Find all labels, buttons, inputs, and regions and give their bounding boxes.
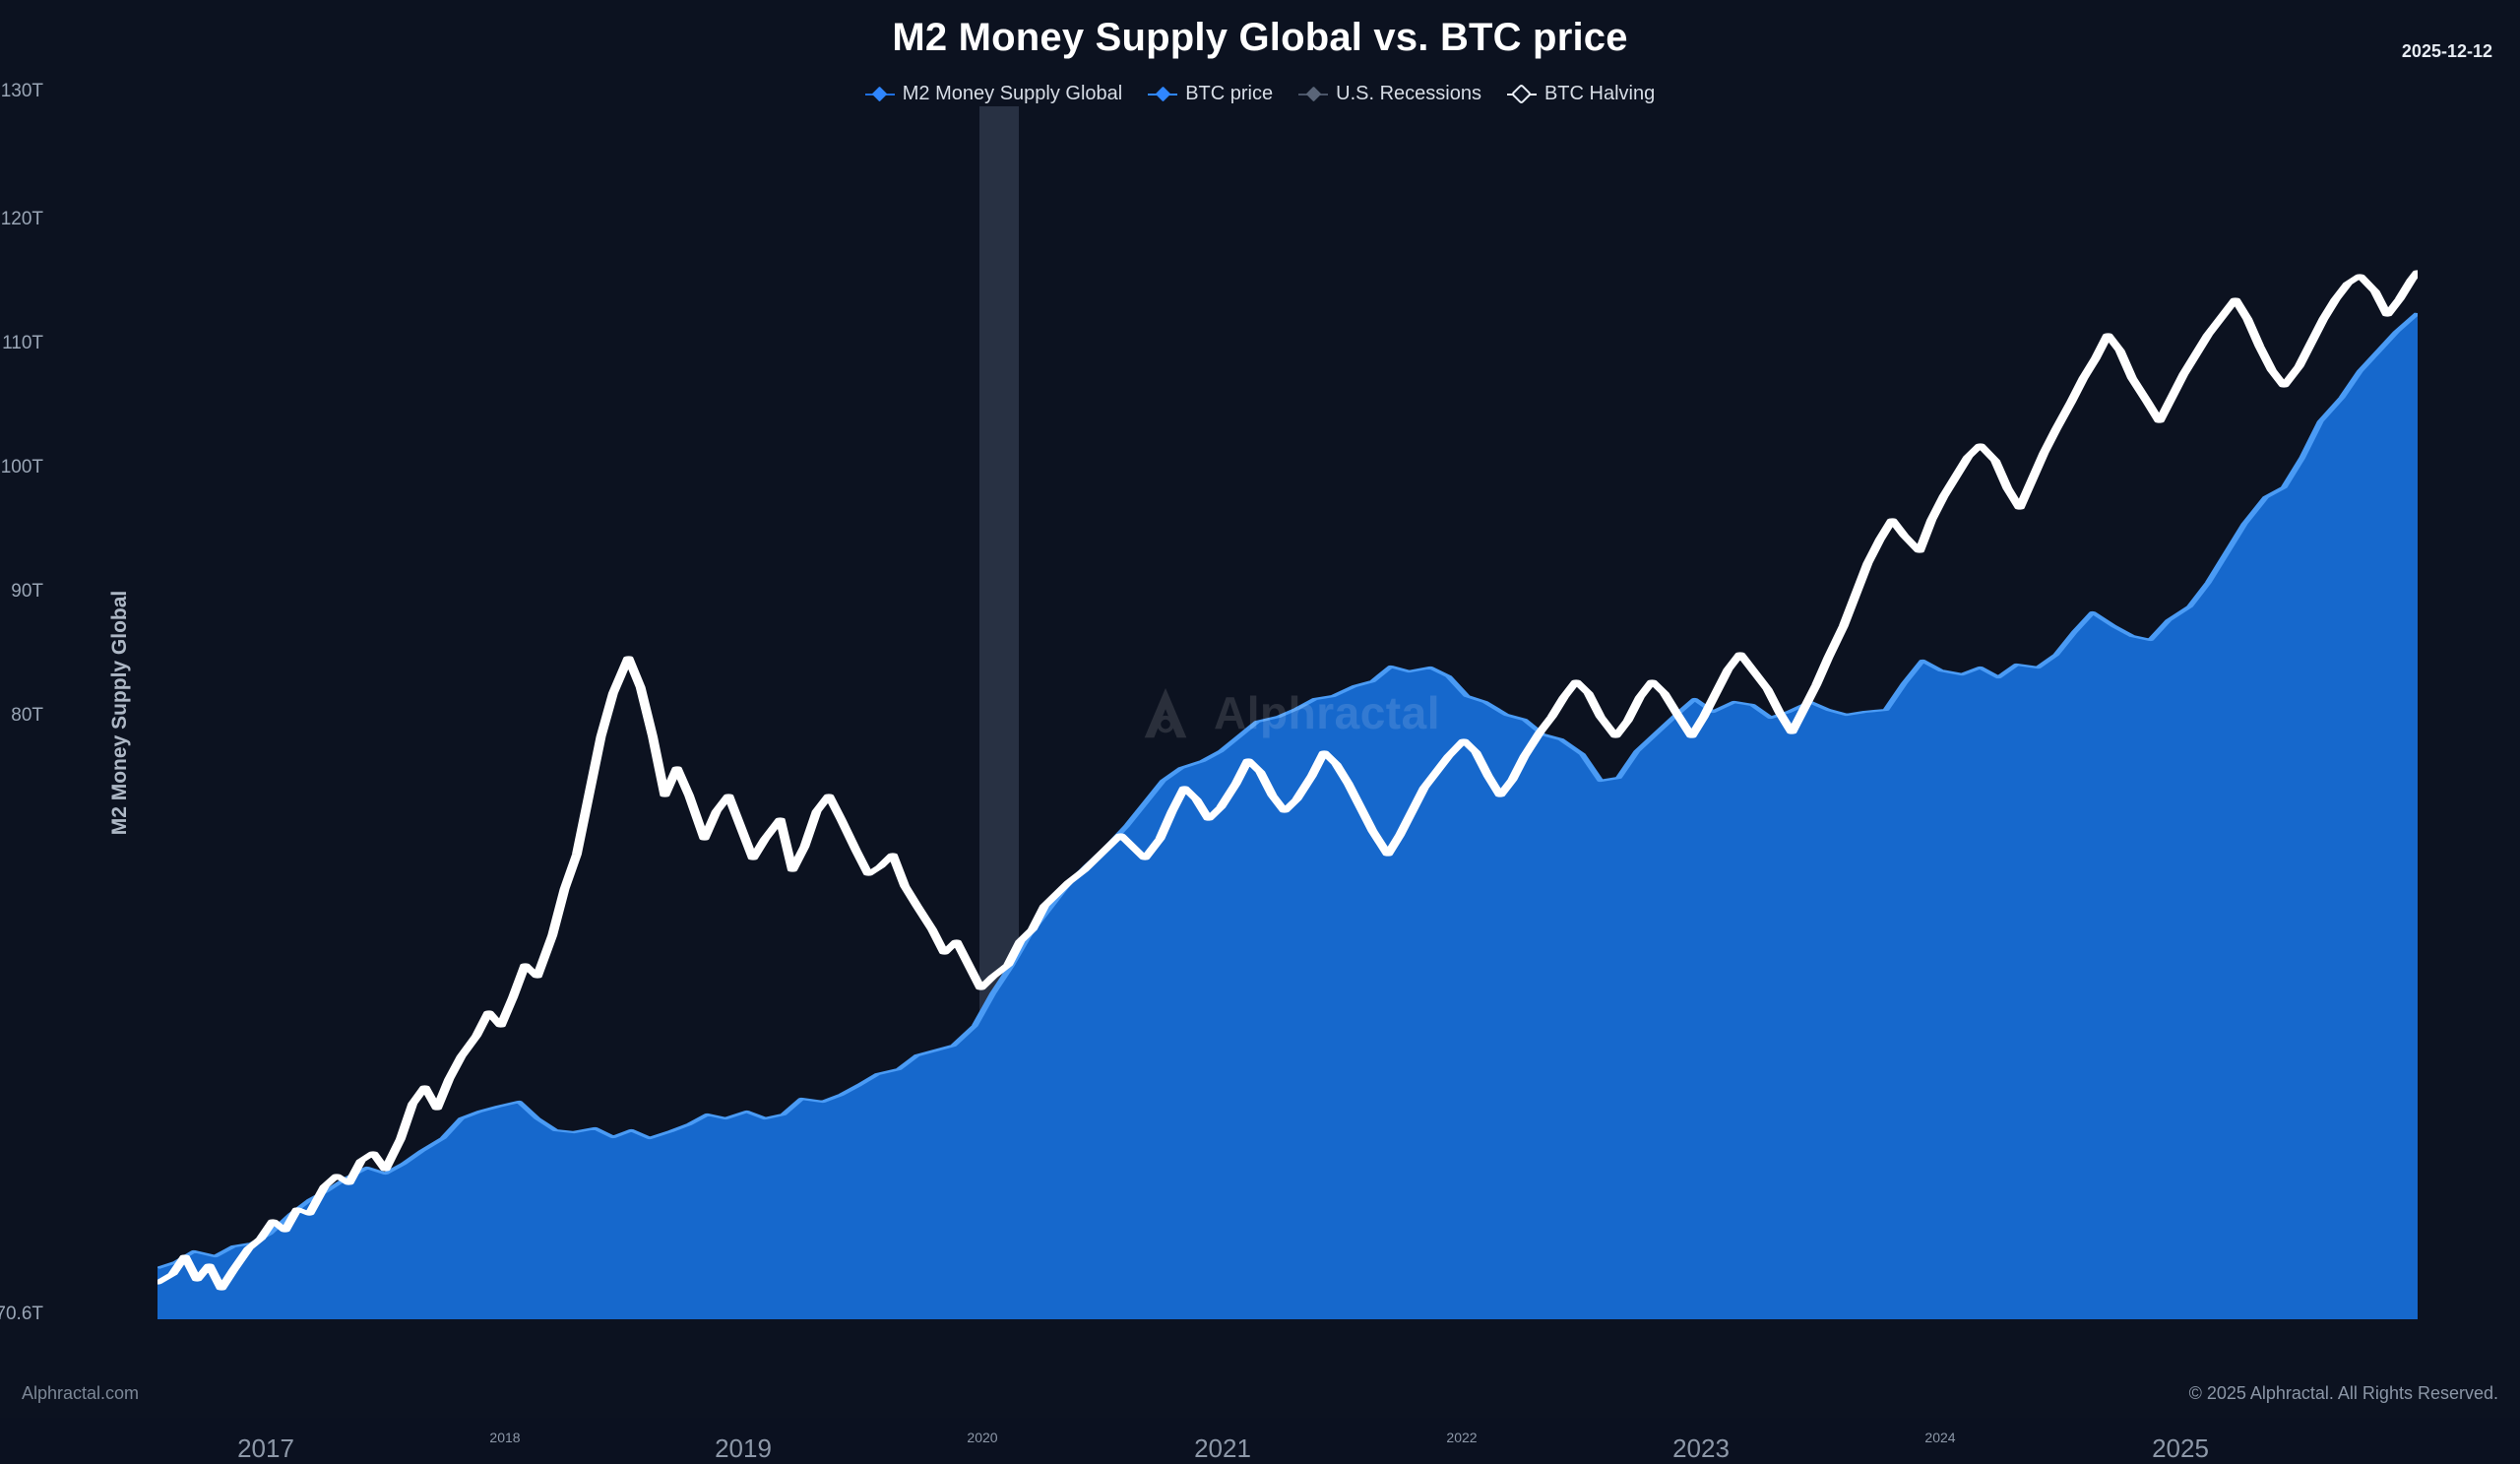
y-axis-left-tick: 130T [0, 81, 43, 101]
y-axis-left-tick: 120T [0, 209, 43, 229]
legend-item-btc-halving[interactable]: BTC Halving [1506, 83, 1656, 105]
series-btc-price-line [158, 270, 2418, 1291]
legend-marker-icon [1298, 86, 1329, 102]
footer-site-name[interactable]: Alphractal.com [22, 1383, 140, 1403]
chart-legend: M2 Money Supply Global BTC price U.S. Re… [0, 83, 2520, 105]
legend-label: U.S. Recessions [1336, 83, 1481, 104]
page-title: M2 Money Supply Global vs. BTC price [892, 16, 1628, 59]
x-axis-tick: 2023 [1672, 1433, 1730, 1463]
x-axis-tick: 2024 [1924, 1430, 1956, 1445]
legend-label: M2 Money Supply Global [902, 83, 1123, 104]
y-axis-left-title: M2 Money Supply Global [108, 590, 131, 836]
series-m2-money-supply-line [158, 312, 2418, 1269]
x-axis-tick: 2019 [715, 1433, 772, 1463]
legend-marker-icon [1148, 86, 1178, 102]
y-axis-left-tick: 70.6T [0, 1304, 43, 1324]
legend-label: BTC Halving [1544, 83, 1656, 104]
x-axis-tick: 2021 [1194, 1433, 1251, 1463]
x-axis-tick: 2017 [237, 1433, 294, 1463]
footer-copyright: © 2025 Alphractal. All Rights Reserved. [2188, 1383, 2498, 1403]
chart-plot-area[interactable]: 130T 120T 110T 100T 90T 80T 70.6T 132.27… [0, 81, 2418, 1463]
legend-item-us-recessions[interactable]: U.S. Recessions [1298, 83, 1481, 105]
x-axis-tick: 2018 [489, 1430, 521, 1445]
series-m2-money-supply-area [158, 313, 2418, 1319]
y-axis-left-tick: 90T [11, 581, 43, 602]
legend-label: BTC price [1185, 83, 1274, 104]
legend-marker-icon [1506, 86, 1537, 102]
as-of-date: 2025-12-12 [2401, 41, 2492, 61]
legend-item-m2[interactable]: M2 Money Supply Global [864, 83, 1123, 105]
x-axis-tick: 2025 [2152, 1433, 2209, 1463]
y-axis-left-tick: 80T [11, 705, 43, 726]
x-axis-tick: 2022 [1446, 1430, 1478, 1445]
x-axis-tick: 2020 [967, 1430, 998, 1445]
chart-page: M2 Money Supply Global vs. BTC price 202… [0, 16, 2520, 1463]
legend-item-btc-price[interactable]: BTC price [1148, 83, 1273, 105]
legend-marker-icon [864, 86, 895, 102]
y-axis-left-tick: 100T [0, 457, 43, 477]
y-axis-left-tick: 110T [2, 333, 43, 353]
chart-canvas [158, 106, 2418, 1319]
